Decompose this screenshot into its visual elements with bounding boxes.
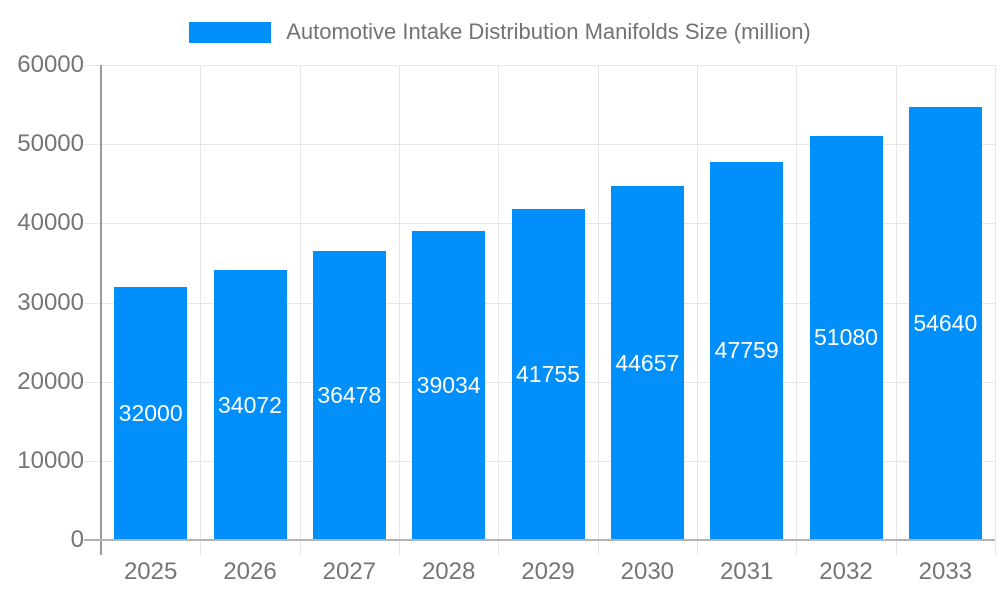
bar-2026: 34072 xyxy=(213,270,287,540)
gridline-v-3 xyxy=(399,65,400,555)
gridline-v-9 xyxy=(995,65,996,555)
bar-2025: 32000 xyxy=(114,286,188,540)
x-tick-label-2028: 2028 xyxy=(421,558,476,585)
bar-2032: 51080 xyxy=(809,135,883,540)
y-tick-label-50000: 50000 xyxy=(17,130,84,158)
gridline-v-6 xyxy=(697,65,698,555)
y-axis-line xyxy=(100,65,102,555)
gridline-h-60000 xyxy=(84,65,995,66)
x-tick-label-2025: 2025 xyxy=(123,558,178,585)
bar-2033: 54640 xyxy=(908,107,982,540)
gridline-v-7 xyxy=(796,65,798,555)
gridline-v-5 xyxy=(597,65,599,555)
bar-2027: 36478 xyxy=(312,251,386,540)
bar-value-label-2030: 44657 xyxy=(615,349,680,376)
gridline-v-8 xyxy=(895,65,897,555)
y-tick-label-40000: 40000 xyxy=(17,209,84,237)
bar-value-label-2026: 34072 xyxy=(218,391,282,418)
x-tick-label-2032: 2032 xyxy=(819,558,873,585)
x-tick-label-2027: 2027 xyxy=(322,558,377,585)
bar-2029: 41755 xyxy=(511,209,585,540)
bar-value-label-2031: 47759 xyxy=(714,337,779,364)
bar-2030: 44657 xyxy=(610,186,684,540)
bar-value-label-2027: 36478 xyxy=(317,382,382,409)
legend-label: Automotive Intake Distribution Manifolds… xyxy=(286,19,811,44)
bar-value-label-2033: 54640 xyxy=(913,310,978,337)
x-baseline xyxy=(84,539,995,541)
gridline-h-50000 xyxy=(84,144,995,146)
x-tick-label-2030: 2030 xyxy=(620,558,675,585)
bar-value-label-2028: 39034 xyxy=(416,371,481,398)
y-tick-label-30000: 30000 xyxy=(17,288,84,316)
bar-2031: 47759 xyxy=(710,161,784,540)
gridline-v-1 xyxy=(200,65,202,555)
x-tick-label-2033: 2033 xyxy=(918,558,973,585)
gridline-v-4 xyxy=(498,65,500,555)
legend-swatch xyxy=(189,21,272,43)
plot-area: 32000 34072 36478 39034 41755 44657 47759 51080… xyxy=(84,65,996,555)
bar-value-label-2025: 32000 xyxy=(118,399,183,426)
chart-legend[interactable]: Automotive Intake Distribution Manifolds… xyxy=(0,16,1000,48)
bar-value-label-2032: 51080 xyxy=(814,324,878,351)
y-tick-label-20000: 20000 xyxy=(17,367,84,395)
y-tick-label-10000: 10000 xyxy=(17,446,84,474)
x-tick-label-2031: 2031 xyxy=(719,558,774,585)
bar-value-label-2029: 41755 xyxy=(516,361,580,388)
bar-2028: 39034 xyxy=(412,230,486,540)
gridline-v-2 xyxy=(299,65,301,555)
y-tick-label-60000: 60000 xyxy=(17,51,84,78)
y-tick-label-0: 0 xyxy=(70,526,84,553)
x-tick-label-2026: 2026 xyxy=(223,558,277,585)
x-tick-label-2029: 2029 xyxy=(521,558,575,585)
